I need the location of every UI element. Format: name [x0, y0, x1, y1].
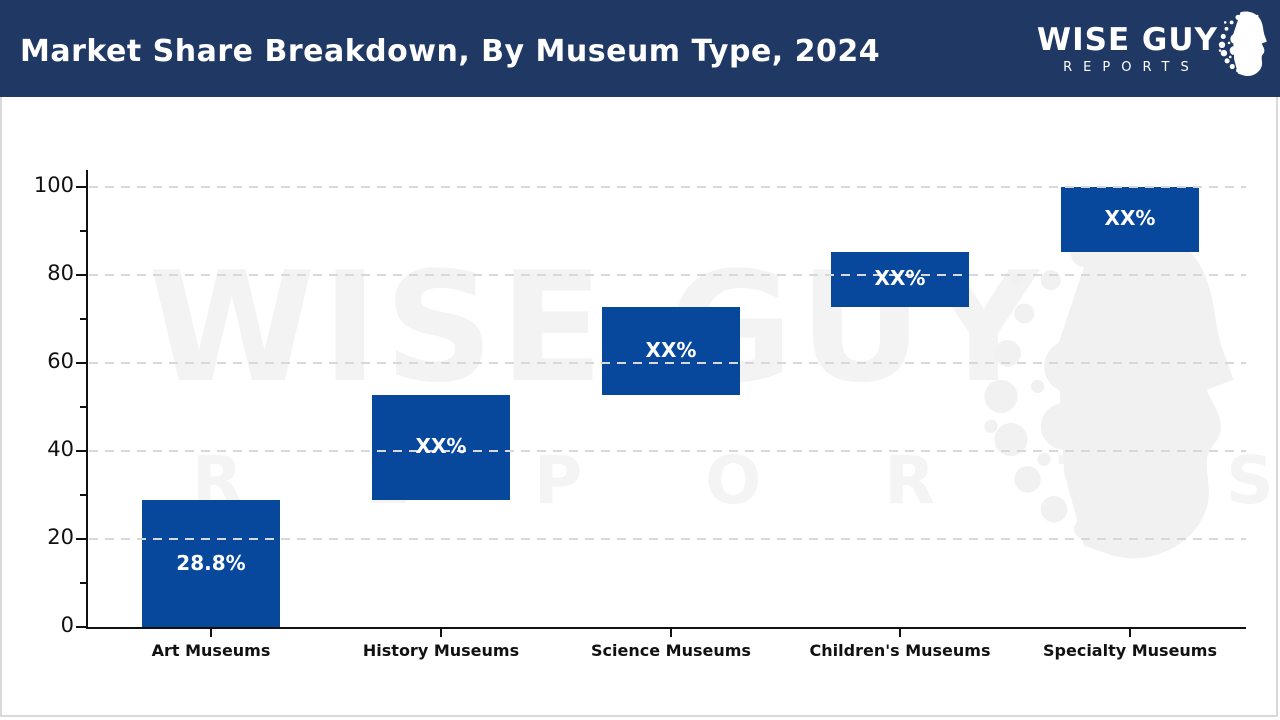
y-tick-80 [76, 274, 86, 276]
y-tick-100 [76, 186, 86, 188]
x-tick-children-s-museums [899, 629, 901, 637]
bar-science-museums [602, 306, 740, 395]
chart-title: Market Share Breakdown, By Museum Type, … [20, 34, 881, 69]
logo-wiseguy-text: WISE GUY [1036, 21, 1218, 58]
y-axis-line [86, 170, 88, 629]
x-label-history-museums: History Museums [362, 641, 520, 660]
y-tick-label-80: 80 [47, 261, 74, 285]
header-bar: Market Share Breakdown, By Museum Type, … [0, 0, 1280, 97]
gridline-40 [89, 450, 1246, 452]
logo-reports-text: REPORTS [1063, 59, 1200, 75]
x-tick-history-museums [440, 629, 442, 637]
y-tick-0 [76, 626, 86, 628]
x-label-children-s-museums: Children's Museums [809, 641, 991, 660]
logo-face-icon [1218, 11, 1267, 77]
gridline-60 [89, 362, 1246, 364]
gridline-80 [89, 274, 1246, 276]
bar-value-label-history-museums: XX% [415, 434, 467, 459]
x-tick-science-museums [670, 629, 672, 637]
bar-children-s-museums [831, 251, 969, 307]
bar-value-label-art-museums: 28.8% [176, 550, 246, 575]
x-label-art-museums: Art Museums [151, 641, 271, 660]
brand-logo-text: WISE GUY REPORTS [1037, 22, 1218, 75]
y-tick-label-40: 40 [47, 437, 74, 461]
bar-specialty-museums [1061, 187, 1199, 252]
y-tick-label-20: 20 [47, 525, 74, 549]
x-tick-specialty-museums [1129, 629, 1131, 637]
y-tick-40 [76, 450, 86, 452]
y-minor-tick-50 [80, 406, 86, 408]
y-minor-tick-90 [80, 230, 86, 232]
x-tick-art-museums [210, 629, 212, 637]
y-tick-label-100: 100 [33, 173, 74, 197]
brand-logo: WISE GUY REPORTS [1037, 6, 1270, 90]
gridline-100 [89, 186, 1246, 188]
bar-history-museums [372, 394, 510, 501]
bar-value-label-science-museums: XX% [645, 337, 697, 362]
bar-value-label-children-s-museums: XX% [874, 266, 926, 291]
y-minor-tick-10 [80, 582, 86, 584]
x-label-specialty-museums: Specialty Museums [1043, 641, 1217, 660]
x-label-science-museums: Science Museums [591, 641, 751, 660]
y-tick-label-0: 0 [60, 613, 74, 637]
y-minor-tick-30 [80, 494, 86, 496]
gridline-20 [89, 538, 1246, 540]
bar-value-label-specialty-museums: XX% [1104, 206, 1156, 231]
y-minor-tick-70 [80, 318, 86, 320]
bar-art-museums [142, 500, 280, 627]
y-tick-60 [76, 362, 86, 364]
y-tick-20 [76, 538, 86, 540]
x-axis-line [86, 627, 1246, 629]
y-tick-label-60: 60 [47, 349, 74, 373]
